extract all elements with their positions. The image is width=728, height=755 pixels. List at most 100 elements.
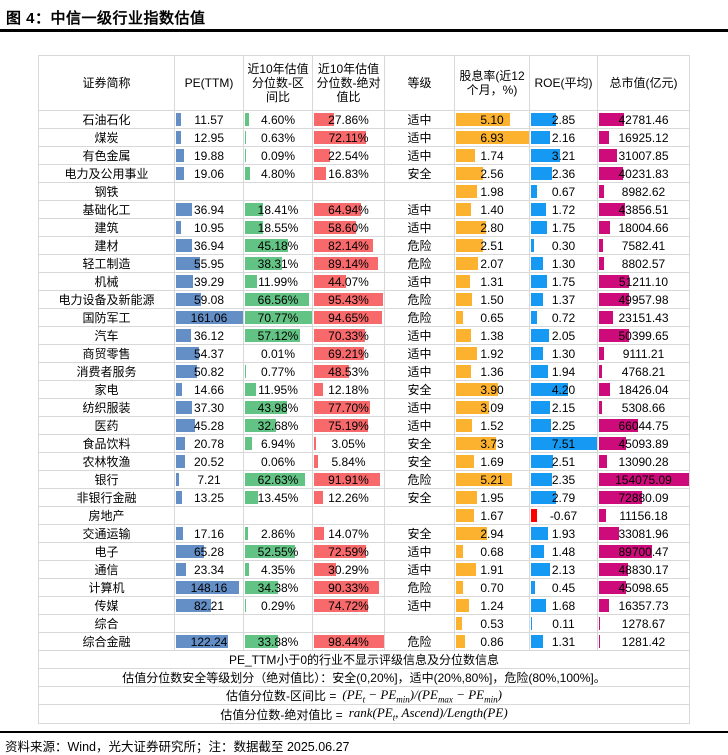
- abs-percentile-cell: [313, 615, 385, 633]
- range-percentile-value: 38.31%: [257, 256, 299, 271]
- pe-bar: [176, 347, 199, 360]
- abs-percentile-cell: 89.14%: [313, 255, 385, 273]
- grade-cell: 适中: [385, 597, 455, 615]
- industry-name-cell: 综合: [39, 615, 175, 633]
- dividend-cell: 0.53: [455, 615, 530, 633]
- roe-bar: [531, 437, 597, 450]
- pe-value: 12.95: [193, 130, 225, 145]
- grade-cell: 安全: [385, 381, 455, 399]
- dividend-value: 2.51: [480, 238, 504, 253]
- pe-cell: 7.21: [175, 471, 244, 489]
- roe-bar: [531, 419, 552, 432]
- market-cap-value: 9111.21: [622, 346, 665, 361]
- range-percentile-value: 2.86%: [260, 526, 296, 541]
- column-header-grade: 等级: [385, 56, 455, 111]
- roe-bar: [531, 203, 547, 216]
- abs-percentile-cell: 98.44%: [313, 633, 385, 651]
- pe-cell: 37.30: [175, 399, 244, 417]
- industry-name-value: 建筑: [94, 221, 119, 235]
- industry-name-value: 汽车: [94, 329, 119, 343]
- range-percentile-value: 13.45%: [257, 490, 299, 505]
- industry-name-value: 交通运输: [82, 527, 131, 541]
- grade-value: 适中: [407, 329, 432, 343]
- roe-cell: 1.31: [530, 633, 598, 651]
- title-rule: [0, 29, 728, 32]
- market-cap-value: 42781.46: [618, 112, 669, 127]
- grade-value: 安全: [407, 491, 432, 505]
- market-cap-cell: 16925.12: [598, 129, 689, 147]
- grade-cell: 安全: [385, 435, 455, 453]
- roe-bar: [531, 401, 551, 414]
- roe-value: 2.79: [551, 490, 576, 505]
- dividend-cell: 0.70: [455, 579, 530, 597]
- market-cap-bar: [599, 581, 626, 594]
- grade-cell: 危险: [385, 309, 455, 327]
- market-cap-bar: [599, 257, 605, 270]
- industry-name-cell: 机械: [39, 273, 175, 291]
- market-cap-value: 1278.67: [621, 616, 666, 631]
- range-percentile-cell: 11.95%: [244, 381, 313, 399]
- roe-value: 1.93: [551, 526, 576, 541]
- abs-percentile-value: 75.19%: [328, 418, 369, 433]
- range-percentile-bar: [245, 563, 250, 576]
- range-percentile-bar: [245, 527, 248, 540]
- pe-bar: [176, 293, 201, 306]
- market-cap-value: 72880.09: [618, 490, 669, 505]
- dividend-cell: 1.69: [455, 453, 530, 471]
- grade-cell: 适中: [385, 561, 455, 579]
- roe-cell: 1.48: [530, 543, 598, 561]
- industry-name-cell: 银行: [39, 471, 175, 489]
- industry-name-cell: 交通运输: [39, 525, 175, 543]
- roe-value: 2.35: [551, 472, 576, 487]
- abs-percentile-cell: 94.65%: [313, 309, 385, 327]
- dividend-cell: 1.74: [455, 147, 530, 165]
- dividend-bar: [456, 617, 462, 630]
- abs-percentile-bar: [314, 275, 346, 288]
- grade-cell: 危险: [385, 579, 455, 597]
- industry-name-cell: 建材: [39, 237, 175, 255]
- range-percentile-value: 0.29%: [260, 598, 296, 613]
- pe-value: 36.94: [193, 238, 225, 253]
- grade-cell: 适中: [385, 201, 455, 219]
- roe-bar: [531, 167, 553, 180]
- market-cap-bar: [599, 293, 629, 306]
- abs-percentile-bar: [314, 401, 371, 414]
- market-cap-cell: 11156.18: [598, 507, 689, 525]
- range-percentile-cell: 66.56%: [244, 291, 313, 309]
- industry-name-value: 有色金属: [82, 149, 131, 163]
- range-percentile-bar: [245, 131, 246, 144]
- pe-bar: [176, 491, 182, 504]
- dividend-bar: [456, 275, 470, 288]
- market-cap-value: 8982.62: [621, 184, 666, 199]
- abs-percentile-bar: [314, 545, 367, 558]
- industry-name-cell: 传媒: [39, 597, 175, 615]
- roe-cell: 2.05: [530, 327, 598, 345]
- grade-value: 适中: [407, 365, 432, 379]
- abs-percentile-bar: [314, 437, 317, 450]
- market-cap-cell: 1281.42: [598, 633, 689, 651]
- industry-name-cell: 石油石化: [39, 111, 175, 129]
- industry-name-value: 家电: [94, 383, 119, 397]
- industry-name-cell: 汽车: [39, 327, 175, 345]
- dividend-bar: [456, 149, 475, 162]
- pe-value: 39.29: [193, 274, 225, 289]
- range-percentile-formula: (PEt − PEmin)/(PEmax − PEmin): [342, 686, 502, 705]
- pe-value: 20.78: [193, 436, 225, 451]
- market-cap-bar: [599, 599, 609, 612]
- roe-cell: 2.25: [530, 417, 598, 435]
- roe-value: 2.15: [551, 400, 576, 415]
- abs-percentile-cell: 72.11%: [313, 129, 385, 147]
- abs-percentile-value: 27.86%: [328, 112, 369, 127]
- pe-value: 20.52: [193, 454, 225, 469]
- industry-name-cell: 农林牧渔: [39, 453, 175, 471]
- roe-cell: 1.37: [530, 291, 598, 309]
- range-percentile-bar: [245, 581, 279, 594]
- abs-percentile-bar: [314, 527, 325, 540]
- market-cap-value: 48830.17: [618, 562, 669, 577]
- abs-percentile-cell: 22.54%: [313, 147, 385, 165]
- market-cap-bar: [599, 347, 605, 360]
- roe-cell: 2.16: [530, 129, 598, 147]
- roe-bar: [531, 599, 546, 612]
- roe-value: -0.67: [549, 508, 578, 523]
- range-percentile-bar: [245, 113, 250, 126]
